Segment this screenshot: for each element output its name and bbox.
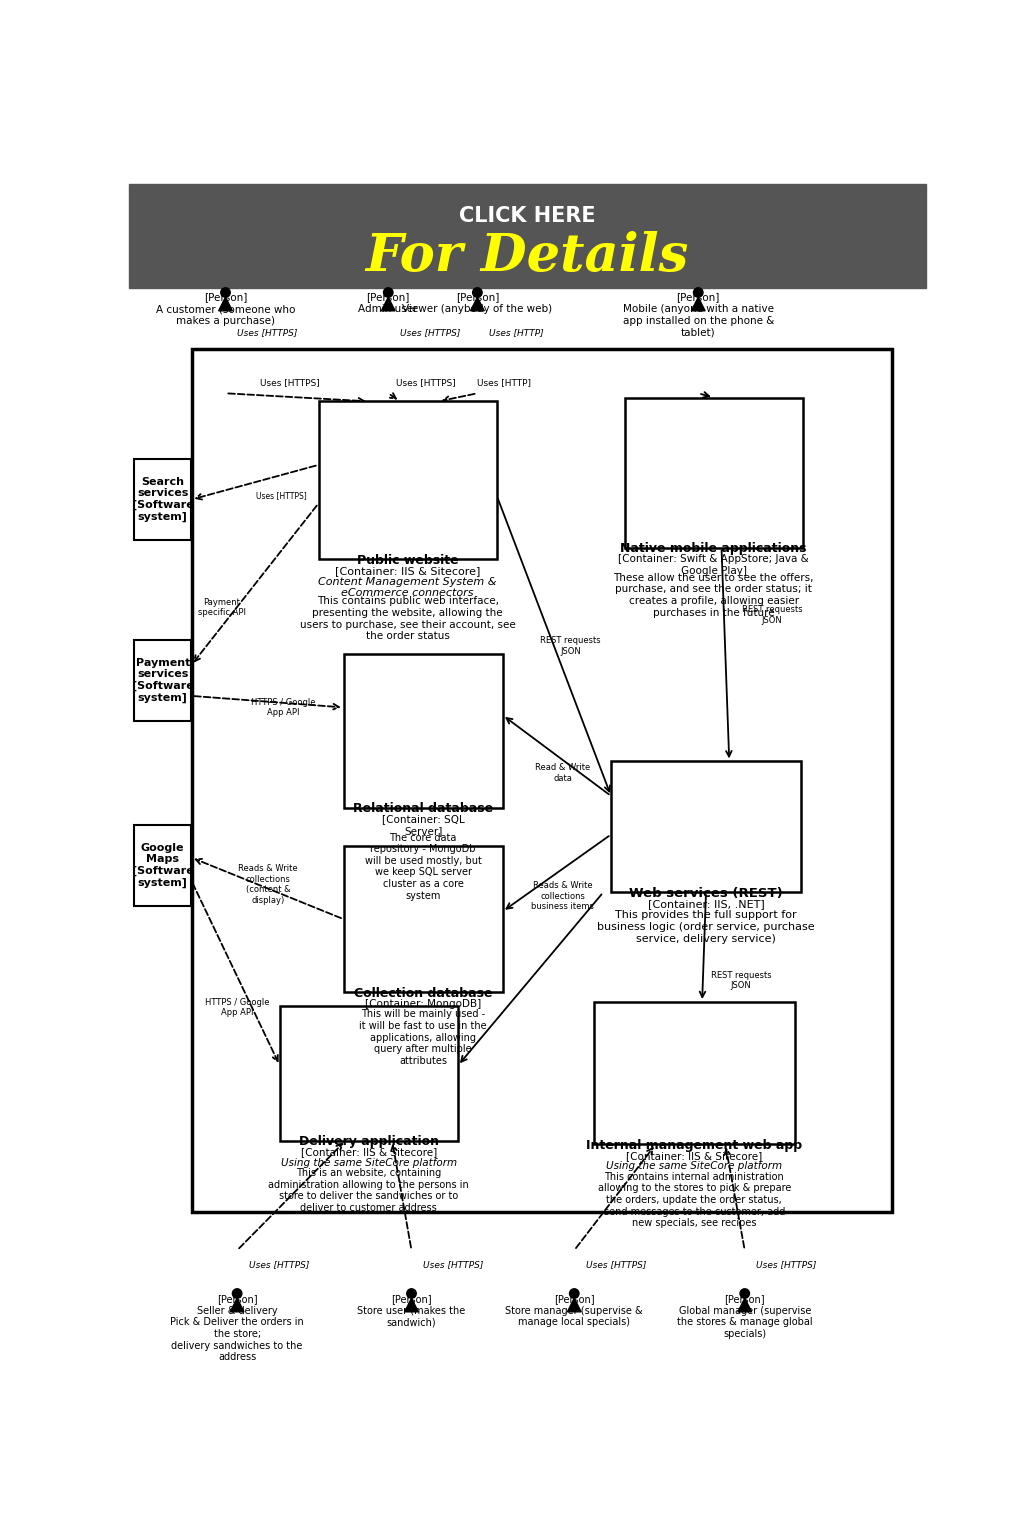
Polygon shape <box>382 297 395 311</box>
Bar <box>319 401 497 559</box>
Text: Using the same SiteCore platform: Using the same SiteCore platform <box>606 1161 782 1172</box>
Polygon shape <box>691 297 705 311</box>
Text: Uses [HTTP]: Uses [HTTP] <box>489 328 543 337</box>
Text: [Person]
Global manager (supervise
the stores & manage global
specials): [Person] Global manager (supervise the s… <box>677 1295 813 1339</box>
Text: This is an website, containing
administration allowing to the persons in
store t: This is an website, containing administr… <box>269 1167 469 1213</box>
Text: Uses [HTTPS]: Uses [HTTPS] <box>260 378 320 388</box>
Text: HTTPS / Google
App API: HTTPS / Google App API <box>251 697 316 717</box>
Bar <box>280 1007 458 1140</box>
Text: REST requests
JSON: REST requests JSON <box>540 636 601 656</box>
Text: Uses [HTTPS]: Uses [HTTPS] <box>423 1259 484 1268</box>
Text: Web services (REST): Web services (REST) <box>629 887 783 899</box>
Text: Reads & Write
collections
(content &
display): Reads & Write collections (content & dis… <box>239 864 298 904</box>
Text: [Container: MongoDB]: [Container: MongoDB] <box>365 999 482 1010</box>
Text: Public website: Public website <box>357 555 459 567</box>
Circle shape <box>221 288 230 297</box>
Text: [Container: IIS & Sitecore]: [Container: IIS & Sitecore] <box>627 1151 762 1161</box>
Circle shape <box>472 288 483 297</box>
Polygon shape <box>567 1298 581 1311</box>
Text: CLICK HERE: CLICK HERE <box>459 207 596 227</box>
Circle shape <box>569 1288 579 1298</box>
Circle shape <box>384 288 393 297</box>
Text: This provides the full support for
business logic (order service, purchase
servi: This provides the full support for busin… <box>597 910 815 944</box>
Text: Reads & Write
collections
business items: Reads & Write collections business items <box>531 881 594 912</box>
Bar <box>344 846 502 993</box>
Text: [Person]
Viewer (anybody of the web): [Person] Viewer (anybody of the web) <box>402 293 553 314</box>
Circle shape <box>740 1288 749 1298</box>
Text: The core data
repository - MongoDb
will be used mostly, but
we keep SQL server
c: The core data repository - MongoDb will … <box>364 833 482 901</box>
Text: [Person]
Mobile (anyone with a native
app installed on the phone &
tablet): [Person] Mobile (anyone with a native ap… <box>623 293 774 337</box>
Bar <box>625 397 803 547</box>
Text: This contains internal administration
allowing to the stores to pick & prepare
t: This contains internal administration al… <box>598 1172 791 1229</box>
Text: For Details: For Details <box>365 231 689 282</box>
Text: Read & Write
data: Read & Write data <box>535 763 591 783</box>
Text: These allow the user to see the offers,
purchase, and see the order status; it
c: These allow the user to see the offers, … <box>613 573 814 617</box>
Polygon shape <box>230 1298 244 1311</box>
Text: REST requests
JSON: REST requests JSON <box>742 605 803 625</box>
Text: [Container: SQL
Server]: [Container: SQL Server] <box>382 813 464 836</box>
Text: Uses [HTTPS]: Uses [HTTPS] <box>586 1259 646 1268</box>
Text: [Person]
Seller & delivery
Pick & Deliver the orders in
the store;
delivery sand: [Person] Seller & delivery Pick & Delive… <box>170 1295 304 1362</box>
Circle shape <box>233 1288 242 1298</box>
Text: Native mobile applications: Native mobile applications <box>620 542 807 555</box>
Text: Uses [HTTPS]: Uses [HTTPS] <box>756 1259 817 1268</box>
Polygon shape <box>404 1298 419 1311</box>
Text: Payment
specific API: Payment specific API <box>198 597 246 617</box>
Polygon shape <box>218 297 233 311</box>
Bar <box>129 184 926 288</box>
Text: Uses [HTTPS]: Uses [HTTPS] <box>249 1259 309 1268</box>
Text: Delivery application: Delivery application <box>298 1135 439 1147</box>
Text: Payment
services
[Software
system]: Payment services [Software system] <box>132 657 193 703</box>
Text: [Container: IIS & Sitecore]: [Container: IIS & Sitecore] <box>300 1147 437 1157</box>
Text: This contains public web interface,
presenting the website, allowing the
users t: This contains public web interface, pres… <box>299 596 516 640</box>
Bar <box>344 654 502 807</box>
Text: [Person]
Store user (makes the
sandwich): [Person] Store user (makes the sandwich) <box>357 1295 466 1327</box>
Bar <box>611 761 801 892</box>
Text: [Container: Swift & AppStore; Java &
Google Play]: [Container: Swift & AppStore; Java & Goo… <box>618 555 809 576</box>
Text: [Container: IIS, .NET]: [Container: IIS, .NET] <box>647 899 765 910</box>
Text: [Person]
Store manager (supervise &
manage local specials): [Person] Store manager (supervise & mana… <box>505 1295 643 1327</box>
Bar <box>134 640 191 722</box>
Text: [Person]
Admin user: [Person] Admin user <box>358 293 418 314</box>
Bar <box>134 460 191 539</box>
Text: This will be mainly used -
it will be fast to use in the
applications, allowing
: This will be mainly used - it will be fa… <box>359 1010 487 1066</box>
Text: Uses [HTTPS]: Uses [HTTPS] <box>400 328 460 337</box>
Polygon shape <box>470 297 485 311</box>
Text: Uses [HTTPS]: Uses [HTTPS] <box>237 328 297 337</box>
Bar <box>192 349 892 1212</box>
Text: Internal management web app: Internal management web app <box>587 1138 803 1152</box>
Text: [Container: IIS & Sitecore]: [Container: IIS & Sitecore] <box>334 565 481 576</box>
Text: REST requests
JSON: REST requests JSON <box>711 971 771 991</box>
Text: Search
services
[Software
system]: Search services [Software system] <box>132 476 193 522</box>
Text: [Person]
A customer (someone who
makes a purchase): [Person] A customer (someone who makes a… <box>155 293 295 326</box>
Text: Uses [HTTPS]: Uses [HTTPS] <box>256 492 308 499</box>
Text: Using the same SiteCore platform: Using the same SiteCore platform <box>281 1158 457 1167</box>
Text: Relational database: Relational database <box>353 803 493 815</box>
Circle shape <box>406 1288 417 1298</box>
Bar <box>594 1002 795 1144</box>
Text: Uses [HTTPS]: Uses [HTTPS] <box>396 378 456 388</box>
Text: Content Management System &
eCommerce connectors: Content Management System & eCommerce co… <box>318 576 497 599</box>
Circle shape <box>694 288 703 297</box>
Text: HTTPS / Google
App API: HTTPS / Google App API <box>205 997 270 1017</box>
Text: Google
Maps
[Software
system]: Google Maps [Software system] <box>132 843 193 889</box>
Text: Collection database: Collection database <box>354 987 492 1000</box>
Bar <box>134 824 191 905</box>
Text: Uses [HTTP]: Uses [HTTP] <box>477 378 531 388</box>
Polygon shape <box>738 1298 751 1311</box>
